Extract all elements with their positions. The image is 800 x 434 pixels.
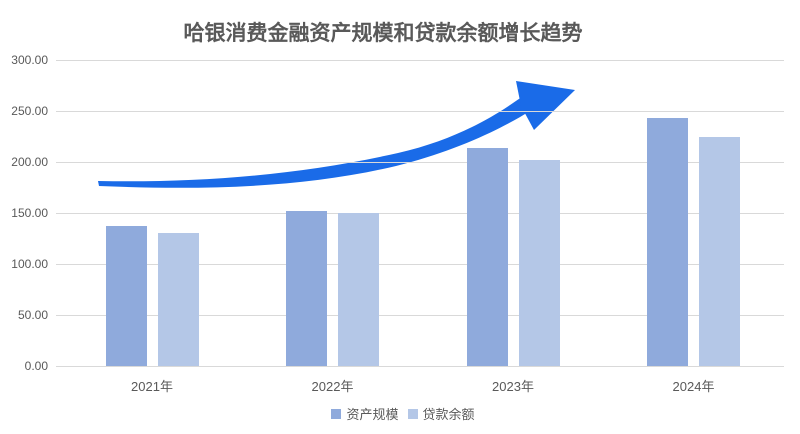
trend-arrow-head: [516, 81, 575, 130]
gridline: [56, 60, 784, 61]
y-tick-label: 100.00: [11, 257, 48, 271]
legend-swatch-assets-icon: [331, 408, 342, 419]
gridline: [56, 213, 784, 214]
legend-label-loans: 贷款余额: [422, 407, 475, 422]
bar-series1-group2: [286, 210, 327, 366]
y-tick-label: 200.00: [11, 155, 48, 169]
bar-series2-group3: [518, 159, 560, 366]
bar-series2-group4: [699, 136, 740, 366]
bar-series1-group4: [647, 118, 688, 366]
chart-title: 哈银消费金融资产规模和贷款余额增长趋势: [183, 22, 583, 45]
y-tick-label: 250.00: [11, 104, 48, 118]
legend-label-assets: 资产规模: [346, 407, 399, 422]
bar-series1-group1: [105, 226, 147, 366]
gridline: [56, 111, 784, 112]
gridline: [56, 264, 784, 265]
legend-item-assets: 资产规模: [331, 404, 399, 423]
y-tick-label: 150.00: [11, 206, 48, 220]
x-axis-label: 2022年: [311, 379, 354, 394]
bar-series2-group2: [338, 213, 379, 366]
legend-swatch-loans-icon: [407, 408, 418, 419]
x-axis-label: 2023年: [492, 379, 534, 394]
bar-series1-group3: [466, 147, 508, 366]
legend: 资产规模 贷款余额: [0, 404, 800, 423]
gridline: [56, 315, 784, 316]
x-axis-label: 2021年: [131, 379, 173, 394]
gridline: [56, 366, 784, 367]
x-axis-label: 2024年: [672, 379, 715, 394]
legend-item-loans: 贷款余额: [407, 404, 475, 423]
y-tick-label: 0.00: [24, 359, 48, 373]
bar-series2-group1: [157, 233, 199, 366]
trend-arrow-tail: [98, 96, 530, 188]
gridline: [56, 162, 784, 163]
y-tick-label: 300.00: [11, 53, 48, 67]
y-tick-label: 50.00: [17, 308, 48, 322]
